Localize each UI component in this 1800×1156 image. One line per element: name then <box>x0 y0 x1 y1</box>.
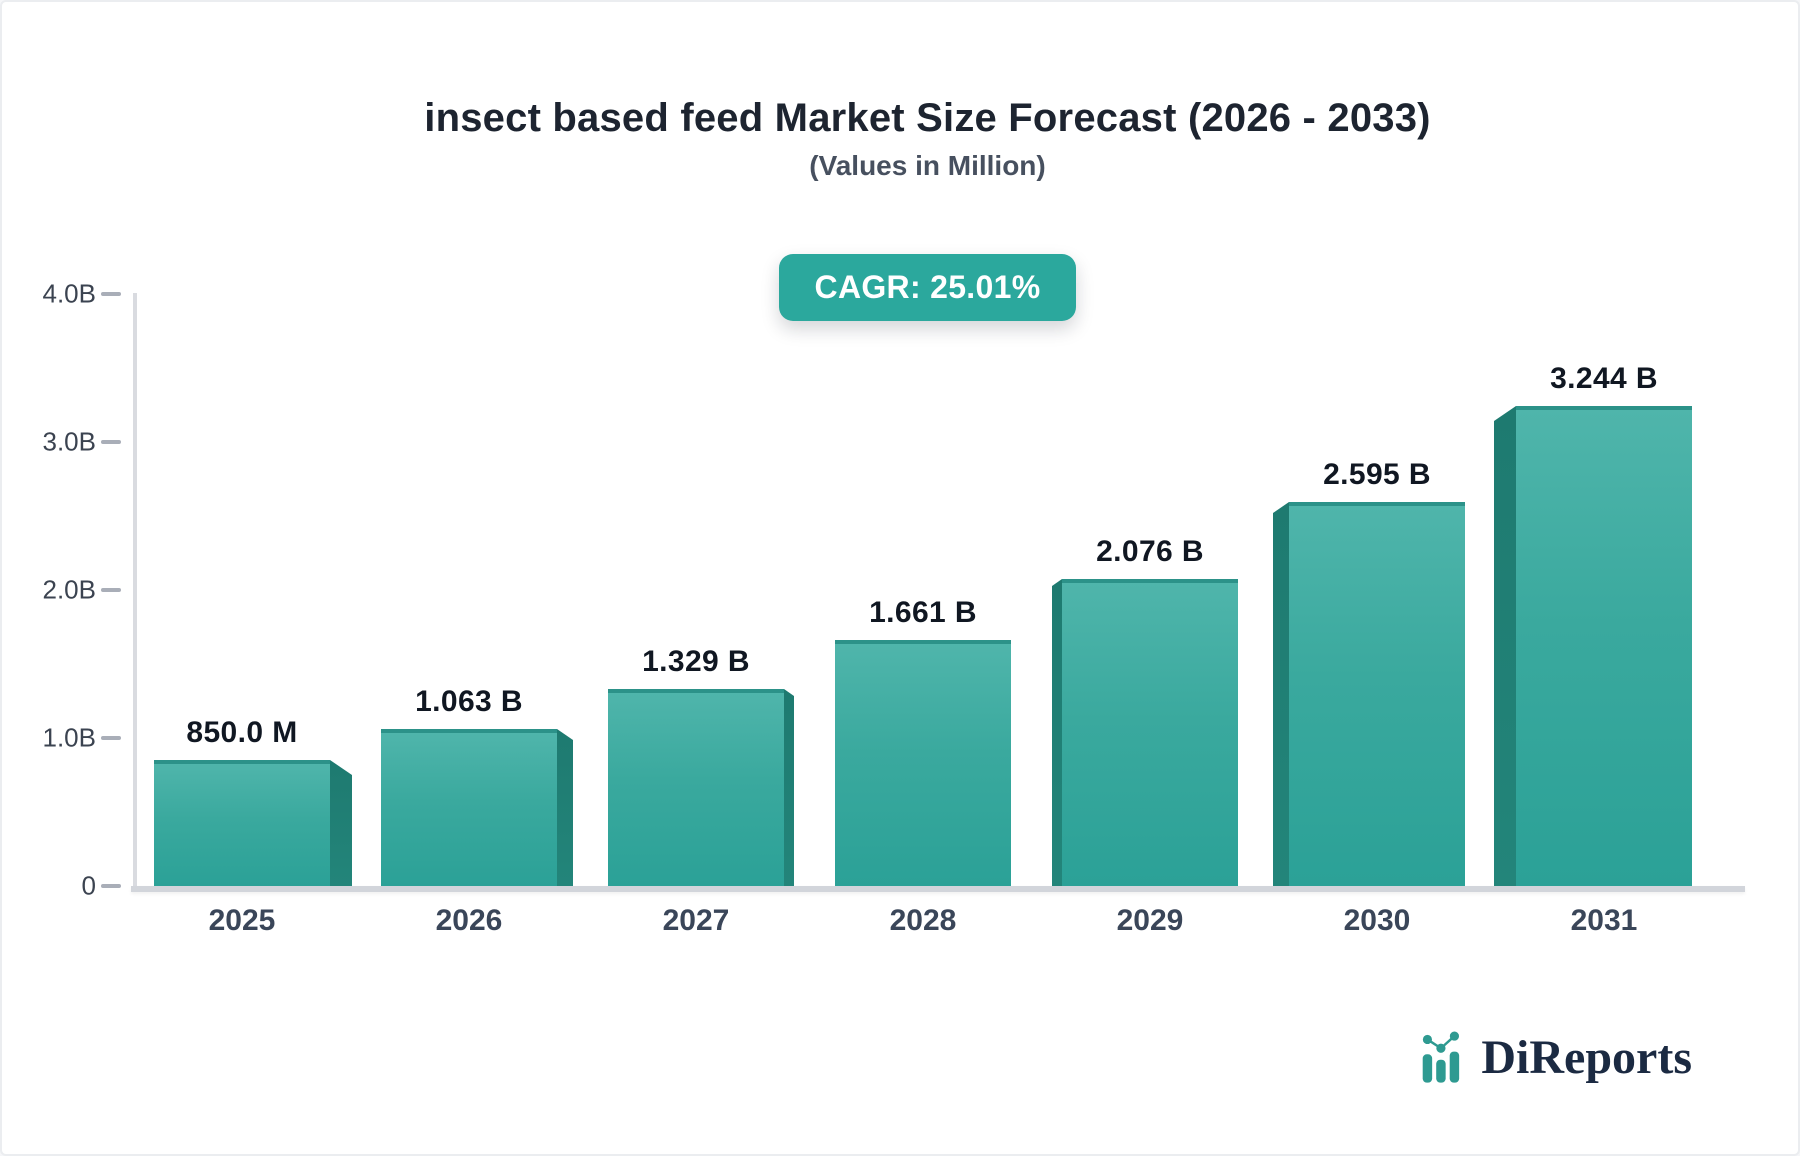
bar-value-label: 1.329 B <box>642 645 750 678</box>
bar-value-label: 2.595 B <box>1323 458 1431 491</box>
y-tick-dash <box>101 292 121 296</box>
bar-value-label: 1.063 B <box>415 685 523 718</box>
x-tick-label-2028: 2028 <box>889 904 957 937</box>
bar-2026 <box>381 729 557 886</box>
x-tick-label-2029: 2029 <box>1116 904 1184 937</box>
chart-subtitle: (Values in Million) <box>809 150 1046 181</box>
bar-2029 <box>1062 579 1238 886</box>
y-tick-label: 4.0B <box>42 278 97 309</box>
x-axis-baseline <box>131 886 1745 892</box>
x-tick-label-2031: 2031 <box>1570 904 1638 937</box>
direports-logo-icon <box>1423 1031 1460 1083</box>
bar-3d-side <box>1052 579 1062 886</box>
x-tick-label-2026: 2026 <box>435 904 503 937</box>
bar-2028 <box>835 640 1011 886</box>
bar-2030 <box>1289 502 1465 886</box>
bar-3d-side <box>330 760 352 886</box>
bar-2031 <box>1516 406 1692 886</box>
bar-value-label: 1.661 B <box>869 596 977 629</box>
direports-logo: DiReports <box>1421 1030 1692 1084</box>
y-tick-label: 3.0B <box>42 426 97 457</box>
bar-2027 <box>608 689 784 886</box>
y-tick-label: 0 <box>81 870 96 901</box>
x-tick-label-2025: 2025 <box>208 904 276 937</box>
y-axis-line <box>133 293 137 886</box>
cagr-badge: CAGR: 25.01% <box>778 254 1077 321</box>
y-tick-dash <box>101 440 121 444</box>
bar-3d-side <box>784 689 794 886</box>
bar-3d-side <box>1494 406 1516 886</box>
bar-3d-side <box>557 729 573 886</box>
chart-title: insect based feed Market Size Forecast (… <box>424 96 1431 140</box>
y-tick-dash <box>101 588 121 592</box>
cagr-badge-wrap: CAGR: 25.01% <box>57 254 1798 321</box>
bar-2025 <box>154 760 330 886</box>
bar-value-label: 3.244 B <box>1550 362 1658 395</box>
direports-logo-text: DiReports <box>1481 1031 1692 1084</box>
y-tick-dash <box>101 884 121 888</box>
y-tick-label: 1.0B <box>42 722 97 753</box>
y-tick-dash <box>101 736 121 740</box>
y-tick-label: 2.0B <box>42 574 97 605</box>
x-tick-label-2030: 2030 <box>1343 904 1411 937</box>
bar-value-label: 2.076 B <box>1096 535 1204 568</box>
x-tick-label-2027: 2027 <box>662 904 730 937</box>
bar-3d-side <box>1273 502 1289 886</box>
bar-value-label: 850.0 M <box>186 716 298 749</box>
